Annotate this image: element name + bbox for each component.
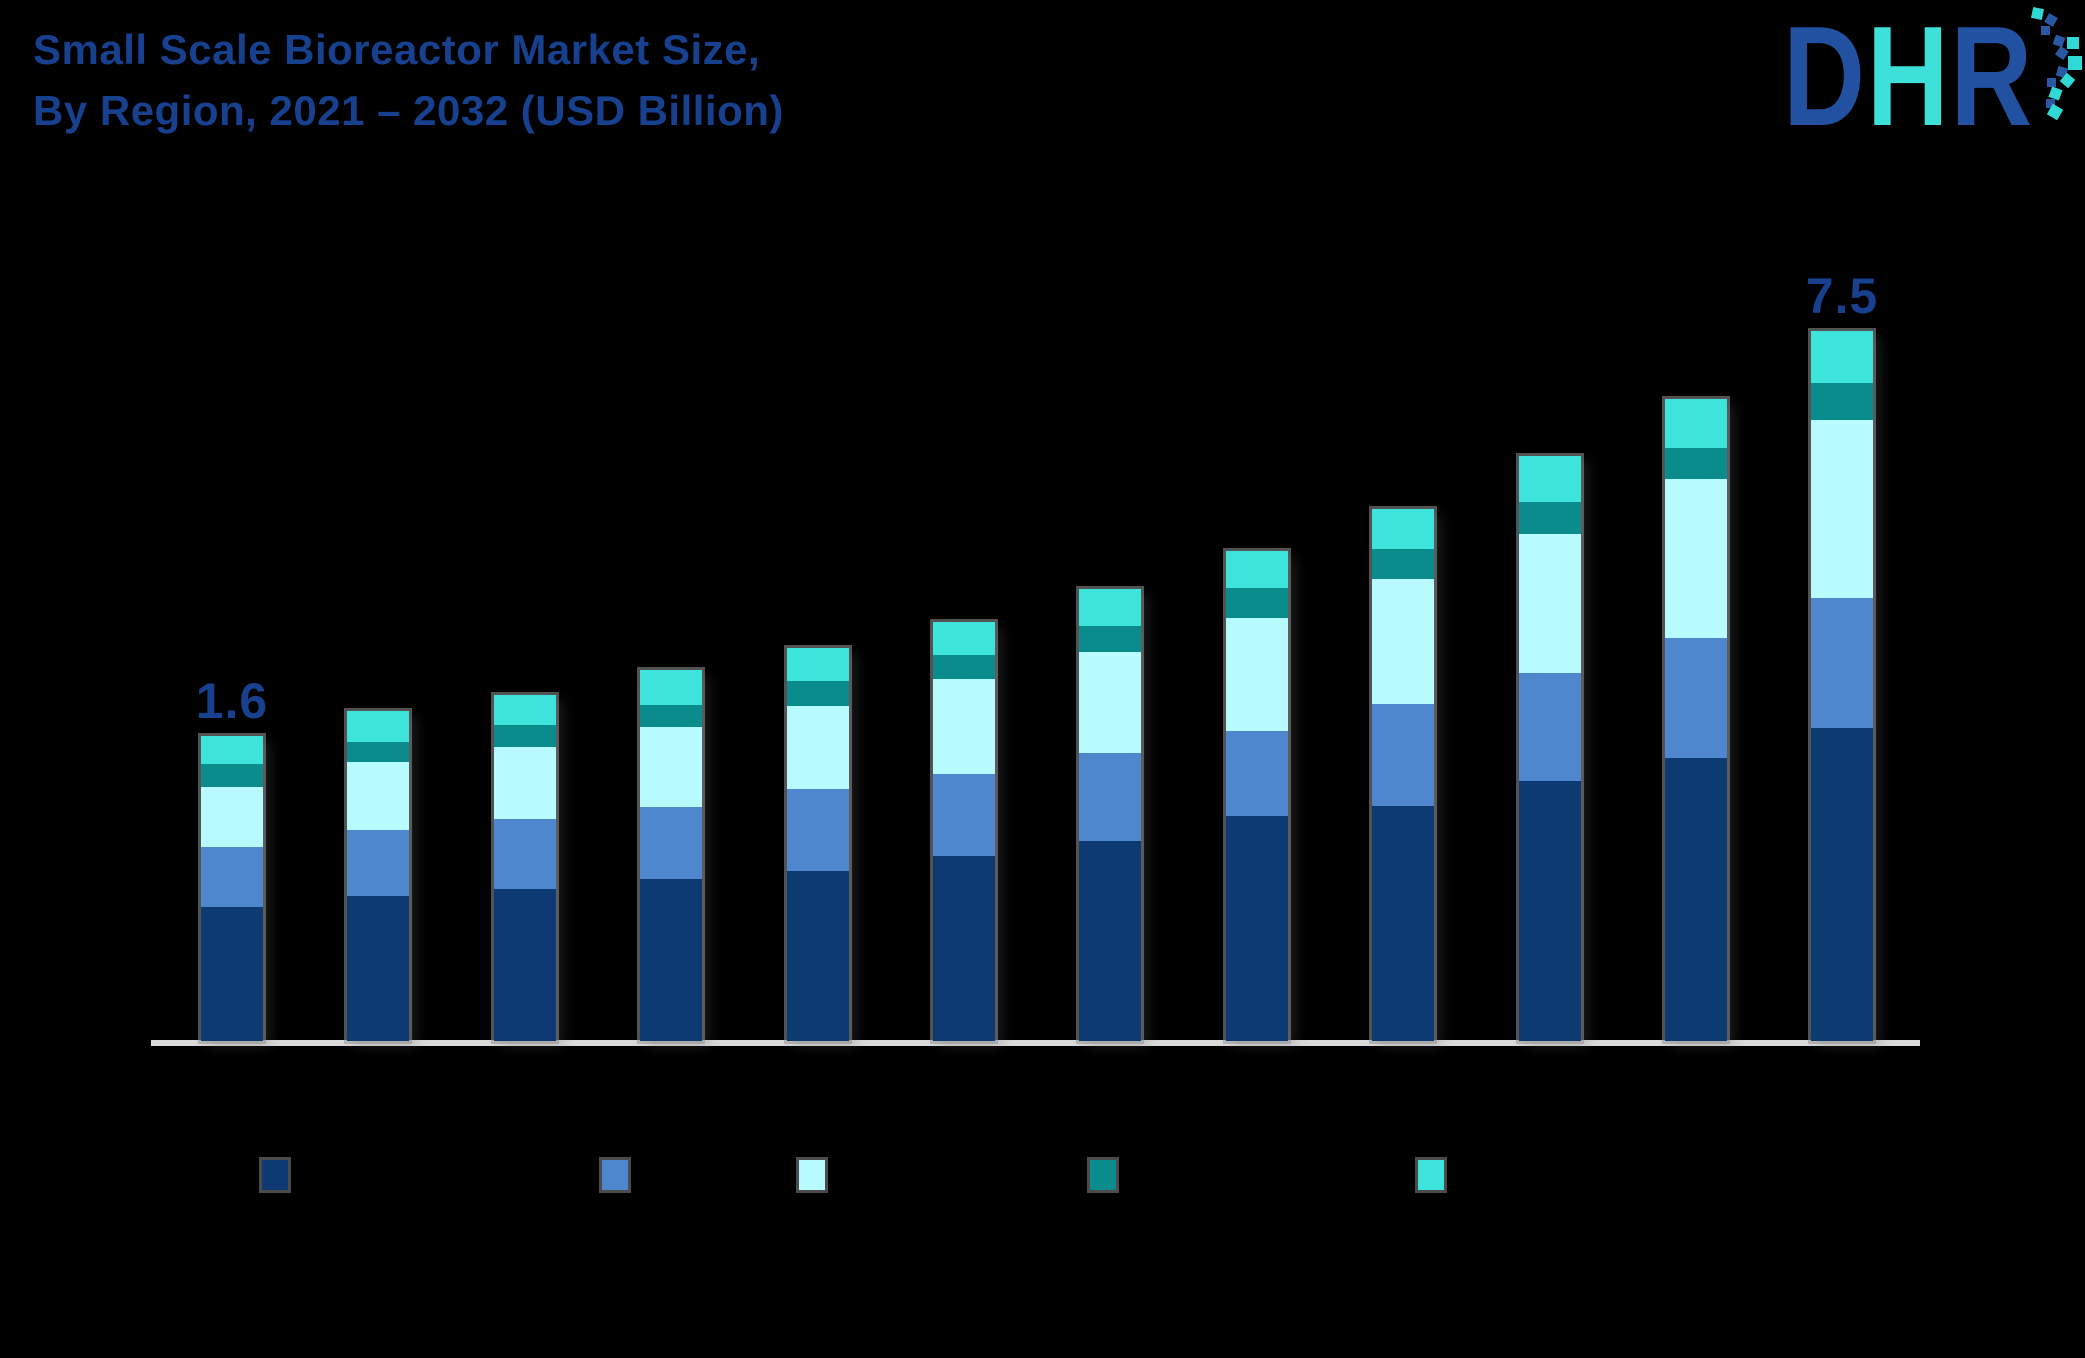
bar-2028-segment-1 [1226, 816, 1288, 1041]
bar-2025 [784, 645, 852, 1044]
bar-2032-segment-5 [1811, 331, 1873, 383]
bar-2026-segment-4 [933, 655, 995, 679]
logo-letter-H: H [1866, 0, 1951, 156]
bar-2027-segment-4 [1079, 626, 1141, 652]
bar-2025-segment-1 [787, 871, 849, 1041]
bar-2024-segment-1 [640, 879, 702, 1041]
bar-2025-segment-3 [787, 706, 849, 789]
bar-2023-segment-5 [494, 695, 556, 725]
bar-2029-segment-2 [1372, 704, 1434, 806]
bar-2028-segment-5 [1226, 551, 1288, 588]
logo-dot-3 [2041, 26, 2050, 35]
bar-2027-segment-1 [1079, 841, 1141, 1041]
chart-title: Small Scale Bioreactor Market Size, By R… [33, 20, 784, 142]
bar-2022-segment-5 [347, 711, 409, 742]
chart-title-line-1: Small Scale Bioreactor Market Size, [33, 26, 761, 73]
bar-2022 [344, 708, 412, 1044]
bar-2023-segment-4 [494, 725, 556, 747]
bar-2026-segment-3 [933, 679, 995, 774]
bar-2031-segment-3 [1665, 479, 1727, 638]
logo-dot-7 [2068, 56, 2082, 70]
bar-2028-segment-2 [1226, 731, 1288, 816]
bar-2024-segment-2 [640, 807, 702, 879]
bar-2021-segment-5 [201, 736, 263, 764]
legend-swatch-5 [1415, 1157, 1447, 1193]
bar-2030-segment-5 [1519, 456, 1581, 502]
bar-2031-segment-4 [1665, 448, 1727, 479]
bar-2030-segment-4 [1519, 502, 1581, 534]
bar-2025-segment-4 [787, 681, 849, 706]
bar-2032-segment-3 [1811, 420, 1873, 598]
bar-2030-segment-1 [1519, 781, 1581, 1041]
bar-2031-segment-5 [1665, 399, 1727, 448]
bar-2023-segment-3 [494, 747, 556, 819]
bar-2030 [1516, 453, 1584, 1044]
bar-value-label-2021: 1.6 [195, 673, 269, 729]
bar-2024 [637, 667, 705, 1044]
bar-2029-segment-4 [1372, 549, 1434, 579]
bar-2023-segment-1 [494, 889, 556, 1041]
bar-2027-segment-3 [1079, 652, 1141, 753]
bar-2029-segment-1 [1372, 806, 1434, 1041]
x-axis-line [151, 1040, 1920, 1046]
legend-swatch-4 [1087, 1157, 1119, 1193]
logo-dot-1 [2030, 6, 2045, 21]
logo-dot-5 [2067, 37, 2079, 49]
bar-2031 [1662, 396, 1730, 1044]
bar-2026-segment-5 [933, 622, 995, 655]
bar-2021-segment-2 [201, 847, 263, 907]
bar-2026-segment-2 [933, 774, 995, 856]
bar-2025-segment-2 [787, 789, 849, 871]
bar-2021 [198, 733, 266, 1044]
bar-2024-segment-3 [640, 727, 702, 807]
logo-dot-4 [2052, 34, 2066, 48]
bar-2024-segment-5 [640, 670, 702, 705]
bar-2022-segment-2 [347, 830, 409, 896]
bar-2027-segment-5 [1079, 589, 1141, 626]
bar-2024-segment-4 [640, 705, 702, 727]
bar-2026 [930, 619, 998, 1044]
logo-letter-D: D [1783, 0, 1867, 156]
bar-value-label-2032: 7.5 [1805, 268, 1879, 324]
bar-2023-segment-2 [494, 819, 556, 889]
logo-dot-12 [2046, 99, 2055, 108]
bar-2022-segment-1 [347, 896, 409, 1041]
bar-2029-segment-3 [1372, 579, 1434, 704]
bar-2026-segment-1 [933, 856, 995, 1041]
bar-2031-segment-1 [1665, 758, 1727, 1041]
bar-2029 [1369, 506, 1437, 1044]
bar-2032-segment-2 [1811, 598, 1873, 728]
bar-2027-segment-2 [1079, 753, 1141, 841]
bar-2030-segment-2 [1519, 673, 1581, 781]
bar-2032 [1808, 328, 1876, 1044]
bar-2032-segment-4 [1811, 383, 1873, 420]
bar-2030-segment-3 [1519, 534, 1581, 673]
bar-2021-segment-3 [201, 787, 263, 847]
bar-2028 [1223, 548, 1291, 1044]
bar-2022-segment-4 [347, 742, 409, 762]
bar-2031-segment-2 [1665, 638, 1727, 758]
logo-dot-10 [2047, 78, 2056, 87]
legend-swatch-2 [599, 1157, 631, 1193]
bar-2021-segment-4 [201, 764, 263, 787]
bar-2028-segment-3 [1226, 618, 1288, 731]
bar-2028-segment-4 [1226, 588, 1288, 618]
bar-2032-segment-1 [1811, 728, 1873, 1041]
chart-title-line-2: By Region, 2021 – 2032 (USD Billion) [33, 86, 784, 134]
bar-2022-segment-3 [347, 762, 409, 830]
logo-letter-R: R [1950, 0, 2034, 156]
bar-2025-segment-5 [787, 648, 849, 681]
bar-2021-segment-1 [201, 907, 263, 1041]
bar-2027 [1076, 586, 1144, 1044]
logo-dot-2 [2044, 13, 2058, 27]
legend-swatch-3 [796, 1157, 828, 1193]
bar-2023 [491, 692, 559, 1044]
bar-2029-segment-5 [1372, 509, 1434, 549]
legend-swatch-1 [259, 1157, 291, 1193]
